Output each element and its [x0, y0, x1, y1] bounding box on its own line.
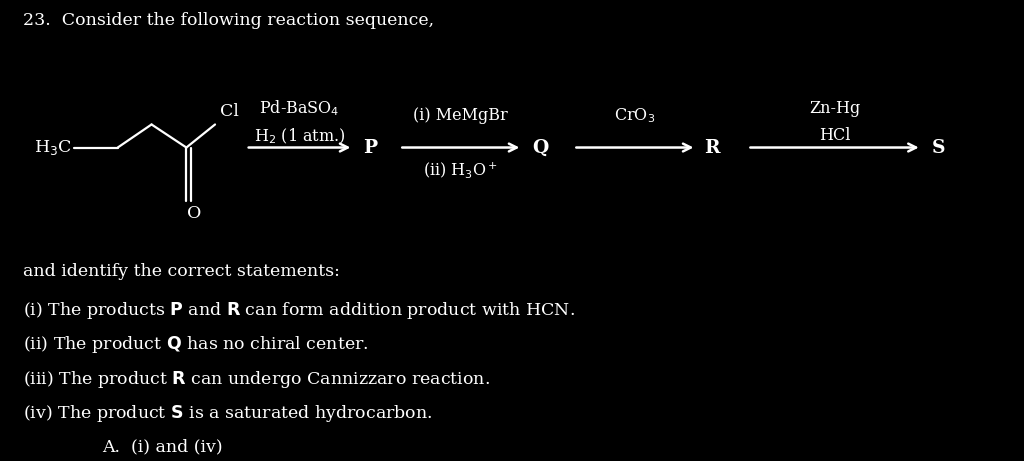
Text: Q: Q [532, 138, 549, 157]
Text: 23.  Consider the following reaction sequence,: 23. Consider the following reaction sequ… [23, 12, 433, 29]
Text: H$_3$C: H$_3$C [34, 138, 72, 157]
Text: P: P [364, 138, 378, 157]
Text: (i) The products $\mathbf{P}$ and $\mathbf{R}$ can form addition product with HC: (i) The products $\mathbf{P}$ and $\math… [23, 300, 574, 321]
Text: (iii) The product $\mathbf{R}$ can undergo Cannizzaro reaction.: (iii) The product $\mathbf{R}$ can under… [23, 369, 489, 390]
Text: CrO$_3$: CrO$_3$ [614, 106, 655, 124]
Text: (iv) The product $\mathbf{S}$ is a saturated hydrocarbon.: (iv) The product $\mathbf{S}$ is a satur… [23, 403, 432, 425]
Text: and identify the correct statements:: and identify the correct statements: [23, 263, 339, 280]
Text: O: O [187, 205, 202, 222]
Text: R: R [705, 138, 720, 157]
Text: (ii) The product $\mathbf{Q}$ has no chiral center.: (ii) The product $\mathbf{Q}$ has no chi… [23, 334, 368, 355]
Text: Cl: Cl [220, 103, 239, 120]
Text: A.  (i) and (iv): A. (i) and (iv) [102, 438, 223, 455]
Text: Zn-Hg: Zn-Hg [809, 100, 860, 117]
Text: S: S [932, 138, 945, 157]
Text: H$_2$ (1 atm.): H$_2$ (1 atm.) [254, 126, 345, 146]
Text: (i) MeMgBr: (i) MeMgBr [414, 107, 508, 124]
Text: HCl: HCl [819, 128, 850, 144]
Text: Pd-BaSO$_4$: Pd-BaSO$_4$ [259, 99, 340, 118]
Text: (ii) H$_3$O$^+$: (ii) H$_3$O$^+$ [423, 161, 499, 180]
